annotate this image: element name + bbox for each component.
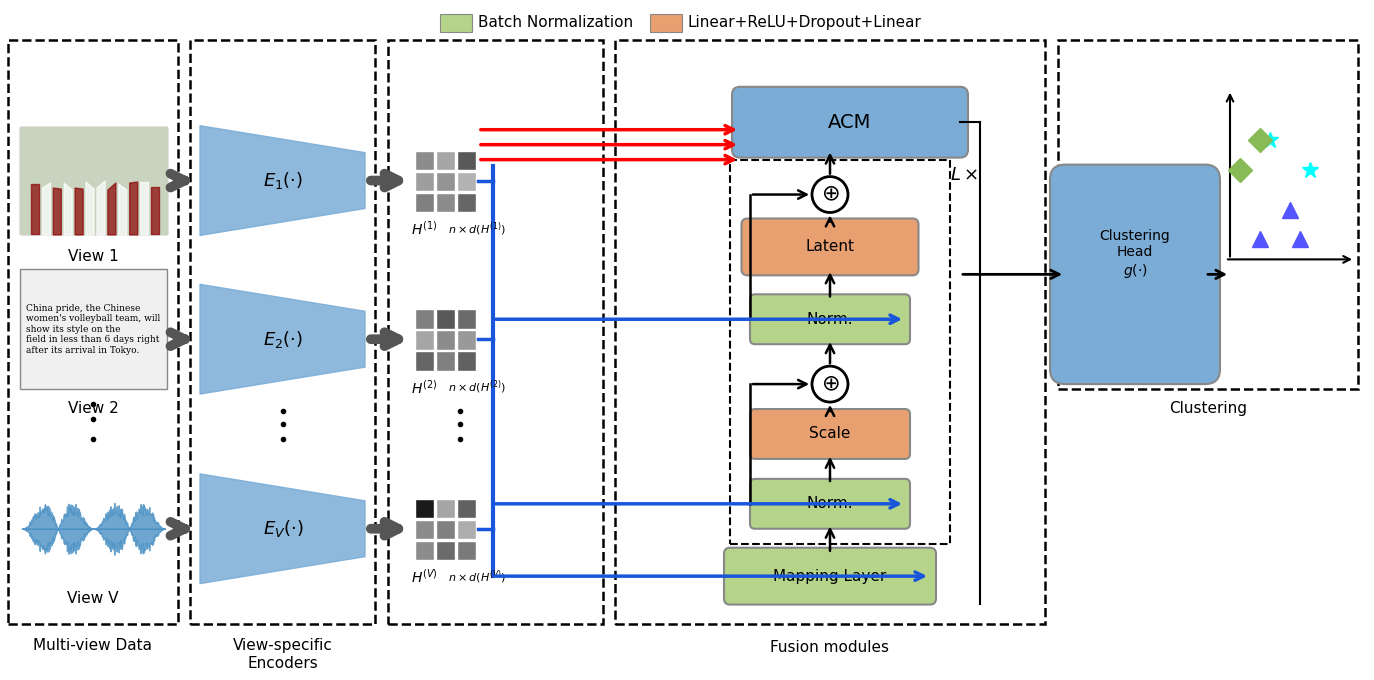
Bar	[436, 171, 456, 191]
Text: View-specific
Encoders: View-specific Encoders	[234, 639, 333, 671]
Text: Clustering: Clustering	[1169, 401, 1248, 416]
Bar	[436, 520, 456, 539]
Text: Batch Normalization: Batch Normalization	[478, 16, 633, 31]
Text: $E_1(\cdot)$: $E_1(\cdot)$	[262, 170, 304, 191]
Bar	[415, 171, 434, 191]
Bar	[458, 171, 477, 191]
Bar	[436, 541, 456, 560]
Bar	[415, 520, 434, 539]
Text: $E_2(\cdot)$: $E_2(\cdot)$	[262, 328, 304, 350]
FancyBboxPatch shape	[732, 87, 969, 158]
Text: $\oplus$: $\oplus$	[820, 184, 840, 205]
Bar	[616, 40, 1046, 624]
Text: $H^{(2)}$: $H^{(2)}$	[411, 379, 437, 396]
Text: View 2: View 2	[67, 401, 118, 416]
Text: Multi-view Data: Multi-view Data	[33, 639, 153, 653]
Bar	[458, 499, 477, 518]
FancyBboxPatch shape	[750, 479, 910, 529]
FancyBboxPatch shape	[724, 547, 936, 605]
Bar	[436, 192, 456, 212]
Bar	[458, 151, 477, 170]
Bar	[8, 40, 179, 624]
Bar	[436, 330, 456, 350]
Text: Clustering
Head
$g(\cdot)$: Clustering Head $g(\cdot)$	[1099, 229, 1171, 279]
Bar	[436, 351, 456, 371]
Bar	[458, 351, 477, 371]
Text: Norm.: Norm.	[807, 311, 853, 327]
FancyBboxPatch shape	[750, 294, 910, 344]
Bar	[436, 151, 456, 170]
Text: $H^{(V)}$: $H^{(V)}$	[411, 568, 438, 586]
Bar	[650, 14, 682, 32]
Bar	[387, 40, 603, 624]
Bar	[440, 14, 473, 32]
Bar	[190, 40, 375, 624]
Bar	[415, 192, 434, 212]
Text: ACM: ACM	[829, 113, 871, 132]
Text: $E_V(\cdot)$: $E_V(\cdot)$	[262, 518, 304, 539]
Circle shape	[812, 177, 848, 212]
FancyBboxPatch shape	[1050, 165, 1220, 384]
Text: Mapping Layer: Mapping Layer	[774, 568, 886, 583]
Bar	[21, 479, 168, 579]
Bar	[415, 330, 434, 350]
Bar	[458, 520, 477, 539]
Bar	[458, 309, 477, 328]
Bar	[21, 269, 168, 389]
Bar	[415, 151, 434, 170]
Text: Linear+ReLU+Dropout+Linear: Linear+ReLU+Dropout+Linear	[688, 16, 922, 31]
Text: Scale: Scale	[809, 426, 851, 441]
Polygon shape	[201, 474, 365, 583]
Bar	[436, 499, 456, 518]
Bar	[415, 351, 434, 371]
Text: Latent: Latent	[805, 239, 855, 254]
Text: View 1: View 1	[67, 250, 118, 265]
Bar	[458, 330, 477, 350]
Bar	[415, 499, 434, 518]
Text: China pride, the Chinese
women's volleyball team, will
show its style on the
fie: China pride, the Chinese women's volleyb…	[26, 304, 161, 354]
Text: $n\times d(H^{(V)})$: $n\times d(H^{(V)})$	[448, 568, 507, 585]
Bar	[415, 541, 434, 560]
Text: $n\times d(H^{(1)})$: $n\times d(H^{(1)})$	[448, 220, 507, 237]
Text: Norm.: Norm.	[807, 496, 853, 511]
Bar	[21, 126, 168, 235]
Polygon shape	[201, 126, 365, 235]
Bar	[730, 160, 949, 544]
Text: View V: View V	[67, 591, 118, 606]
Circle shape	[812, 366, 848, 402]
FancyBboxPatch shape	[742, 218, 918, 275]
Text: $n\times d(H^{(2)})$: $n\times d(H^{(2)})$	[448, 379, 507, 396]
Polygon shape	[201, 284, 365, 394]
Text: Fusion modules: Fusion modules	[771, 641, 889, 656]
Bar	[458, 541, 477, 560]
Bar	[458, 192, 477, 212]
FancyBboxPatch shape	[750, 409, 910, 459]
Bar	[1058, 40, 1358, 389]
Text: $H^{(1)}$: $H^{(1)}$	[411, 220, 437, 238]
Text: $\oplus$: $\oplus$	[820, 374, 840, 394]
Bar	[436, 309, 456, 328]
Text: $L\times$: $L\times$	[949, 166, 978, 184]
Bar	[415, 309, 434, 328]
